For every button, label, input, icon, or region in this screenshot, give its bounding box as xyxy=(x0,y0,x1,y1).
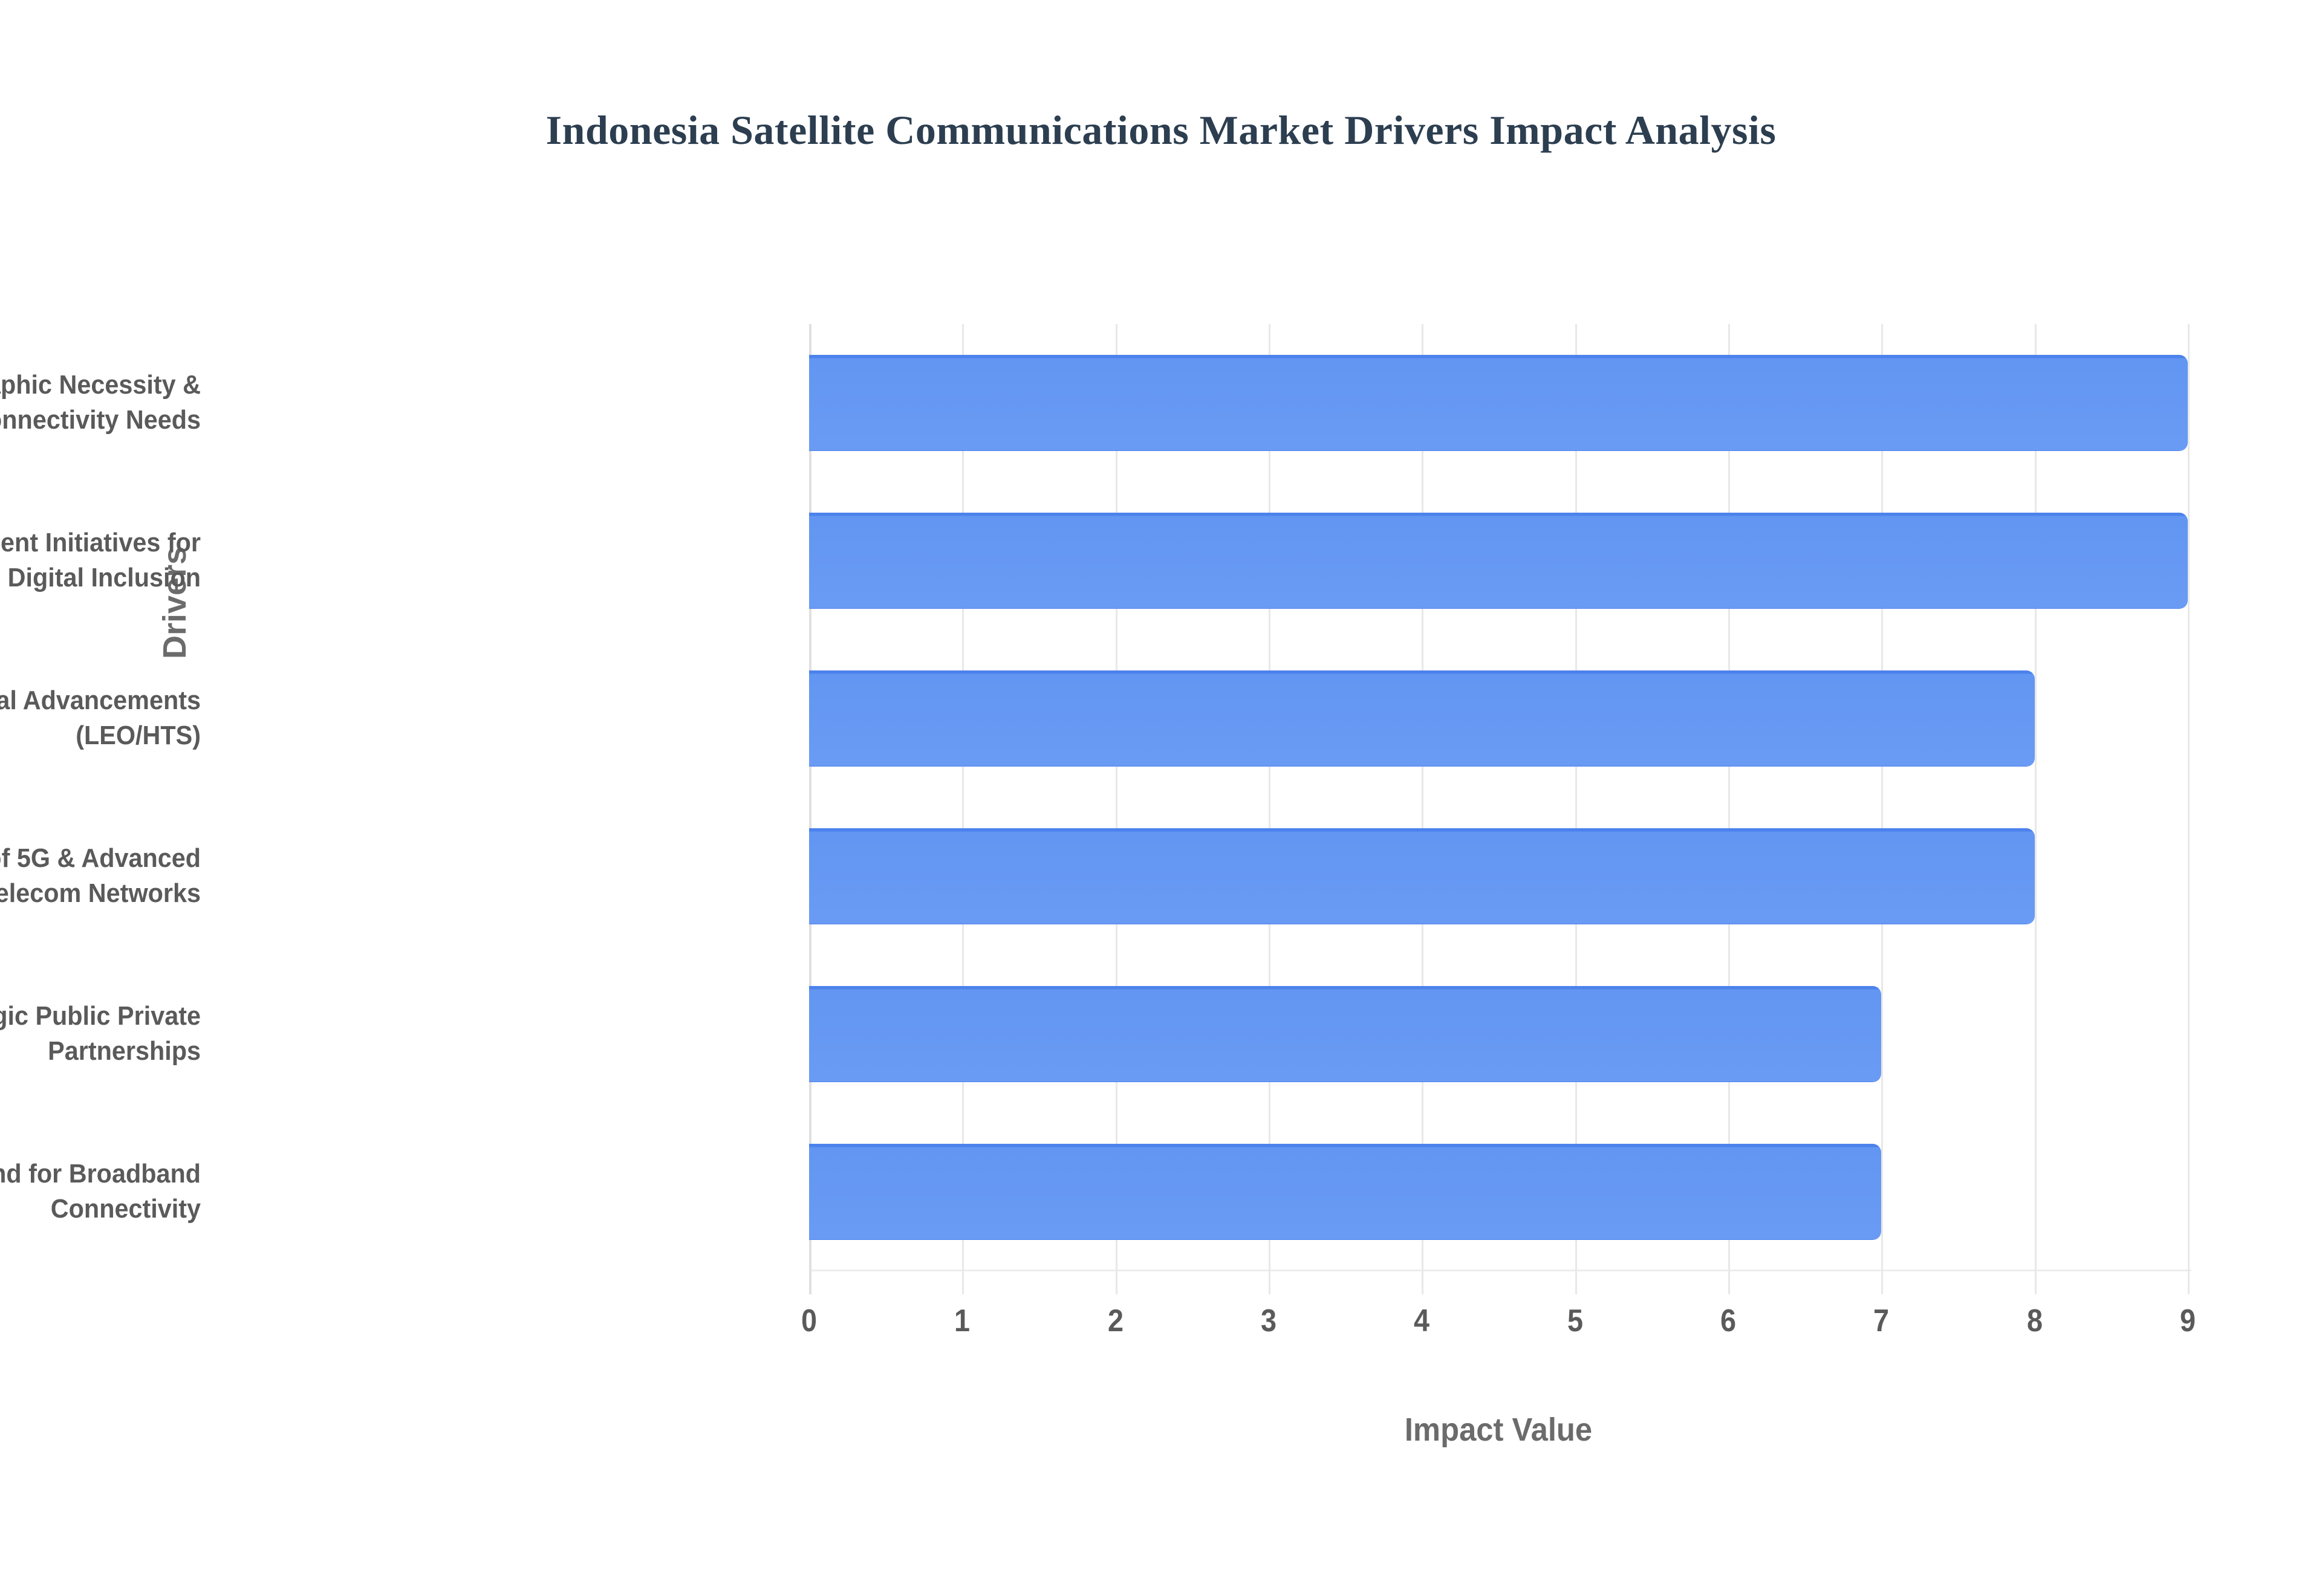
y-tick-label-line: Geographic Necessity & xyxy=(0,370,201,400)
y-tick-label-line: (LEO/HTS) xyxy=(76,721,201,751)
gridline-6 xyxy=(1728,324,1730,1294)
bar[interactable] xyxy=(809,985,1882,1082)
y-tick-label-line: Connectivity xyxy=(50,1193,201,1224)
plot-area xyxy=(809,324,2190,1294)
gridline-0 xyxy=(809,324,811,1294)
x-tick-label-2: 2 xyxy=(1107,1303,1124,1338)
y-tick-label: Rising Demand for Broadband Connectivity xyxy=(0,1156,201,1227)
x-tick-label-0: 0 xyxy=(801,1303,818,1338)
bar[interactable] xyxy=(809,1143,1882,1239)
y-tick-label-line: Technological Advancements xyxy=(0,686,201,716)
gridline-4 xyxy=(1422,324,1424,1294)
y-tick-label: Geographic Necessity & Connectivity Needs xyxy=(0,368,201,438)
y-tick-label-line: Connectivity Needs xyxy=(0,405,201,435)
gridline-5 xyxy=(1575,324,1577,1294)
bar[interactable] xyxy=(809,828,2035,924)
y-tick-label-line: Strategic Public Private xyxy=(0,1001,201,1031)
gridline-3 xyxy=(1269,324,1270,1294)
y-tick-label-line: Rising Demand for Broadband xyxy=(0,1158,201,1189)
gridline-7 xyxy=(1881,324,1884,1294)
y-tick-label-line: Digital Inclusion xyxy=(7,563,201,593)
y-tick-label-line: Expansion of 5G & Advanced xyxy=(0,843,201,873)
y-tick-label: Strategic Public Private Partnerships xyxy=(0,999,201,1069)
x-axis-line xyxy=(809,1270,2191,1271)
x-tick-label-7: 7 xyxy=(1873,1303,1890,1338)
gridline-9 xyxy=(2188,324,2190,1294)
y-tick-label: Technological Advancements (LEO/HTS) xyxy=(0,683,201,753)
chart-title: Indonesia Satellite Communications Marke… xyxy=(545,107,1777,153)
y-tick-label-line: Telecom Networks xyxy=(0,878,201,908)
gridline-8 xyxy=(2034,324,2037,1294)
x-axis-title: Impact Value xyxy=(1404,1412,1593,1448)
bar[interactable] xyxy=(809,355,2188,451)
y-tick-label: Government Initiatives for Digital Inclus… xyxy=(0,525,201,595)
y-tick-label-line: Partnerships xyxy=(48,1036,201,1066)
y-tick-label-line: Government Initiatives for xyxy=(0,528,201,558)
x-tick-label-1: 1 xyxy=(954,1303,971,1338)
x-tick-label-3: 3 xyxy=(1260,1303,1277,1338)
gridline-2 xyxy=(1115,324,1117,1294)
x-tick-label-6: 6 xyxy=(1720,1303,1737,1338)
x-tick-label-8: 8 xyxy=(2026,1303,2043,1338)
gridline-1 xyxy=(962,324,964,1294)
bar[interactable] xyxy=(809,670,2035,767)
y-tick-label: Expansion of 5G & Advanced Telecom Networ… xyxy=(0,841,201,911)
x-tick-label-5: 5 xyxy=(1567,1303,1583,1338)
x-tick-label-9: 9 xyxy=(2179,1303,2196,1338)
x-tick-label-4: 4 xyxy=(1414,1303,1430,1338)
bar[interactable] xyxy=(809,513,2188,609)
